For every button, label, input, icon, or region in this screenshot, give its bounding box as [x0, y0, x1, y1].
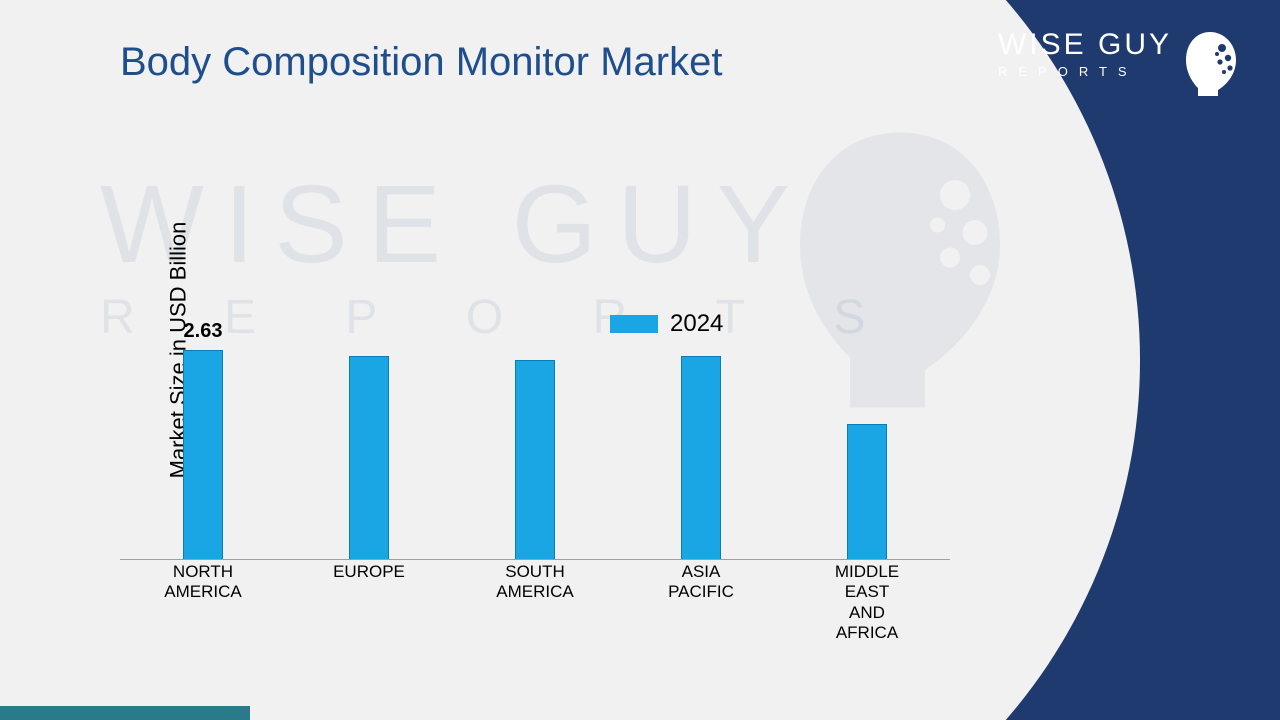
x-axis-label: NORTHAMERICA	[138, 562, 268, 644]
chart-title: Body Composition Monitor Market	[120, 40, 722, 85]
bar-group	[470, 330, 600, 560]
bar	[515, 360, 555, 560]
bar	[183, 350, 223, 560]
bar-group	[304, 326, 434, 560]
bottom-accent-strip	[0, 706, 250, 720]
x-axis-baseline	[120, 559, 950, 560]
bar	[681, 356, 721, 560]
brand-logo: WISE GUY REPORTS	[998, 30, 1240, 98]
x-axis-labels: NORTHAMERICA EUROPE SOUTHAMERICA ASIAPACIFI…	[120, 562, 950, 644]
brand-sub: REPORTS	[998, 64, 1172, 79]
page-root: WISE GUY R E P O R T S Body Composition …	[0, 0, 1280, 720]
x-axis-label: EUROPE	[304, 562, 434, 644]
chart-plot-area: 2.63	[120, 160, 950, 560]
x-axis-label: SOUTHAMERICA	[470, 562, 600, 644]
brand-head-icon	[1180, 30, 1240, 98]
bar-group	[802, 394, 932, 560]
x-axis-label: MIDDLEEASTANDAFRICA	[802, 562, 932, 644]
brand-main: WISE GUY	[998, 30, 1172, 60]
bar	[847, 424, 887, 560]
bar-value-label: 2.63	[184, 320, 223, 344]
bar	[349, 356, 389, 560]
bars-container: 2.63	[120, 160, 950, 560]
bar-group: 2.63	[138, 320, 268, 560]
brand-text: WISE GUY REPORTS	[998, 30, 1172, 79]
x-axis-label: ASIAPACIFIC	[636, 562, 766, 644]
bar-group	[636, 326, 766, 560]
